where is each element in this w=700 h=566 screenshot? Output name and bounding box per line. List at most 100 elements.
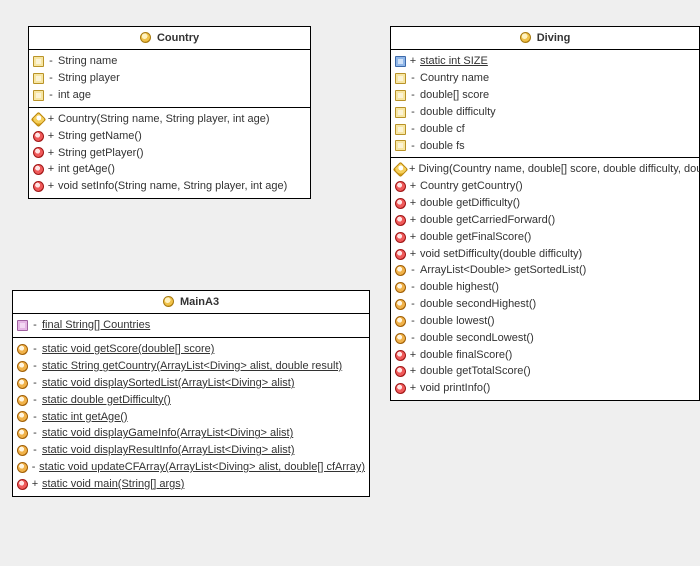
method-row: +Country(String name, String player, int… — [33, 111, 306, 128]
visibility: - — [31, 318, 39, 333]
signature: static double getDifficulty() — [42, 393, 171, 408]
signature: String name — [58, 54, 117, 69]
method-row: -static void displayResultInfo(ArrayList… — [17, 442, 365, 459]
visibility: + — [31, 477, 39, 492]
static-field-icon — [395, 56, 406, 67]
field-icon — [395, 90, 406, 101]
field-icon — [395, 140, 406, 151]
signature: void setDifficulty(double difficulty) — [420, 247, 582, 262]
visibility: - — [47, 71, 55, 86]
uml-class-title: MainA3 — [13, 291, 369, 314]
signature: static String getCountry(ArrayList<Divin… — [42, 359, 342, 374]
method-pub-icon — [395, 198, 406, 209]
signature: String getPlayer() — [58, 146, 144, 161]
method-row: -static void updateCFArray(ArrayList<Div… — [17, 459, 365, 476]
signature: void printInfo() — [420, 381, 490, 396]
visibility: + — [47, 112, 55, 127]
methods-section: +Country(String name, String player, int… — [29, 108, 310, 198]
signature: static void displaySortedList(ArrayList<… — [42, 376, 295, 391]
method-priv-icon — [17, 445, 28, 456]
visibility: + — [409, 162, 415, 177]
field-icon — [395, 73, 406, 84]
signature: final String[] Countries — [42, 318, 150, 333]
visibility: + — [47, 129, 55, 144]
method-row: -double secondHighest() — [395, 296, 695, 313]
method-row: +double getCarriedForward() — [395, 212, 695, 229]
uml-class-maina3: MainA3 -final String[] Countries -static… — [12, 290, 370, 497]
method-row: +Diving(Country name, double[] score, do… — [395, 161, 695, 178]
method-row: +String getPlayer() — [33, 145, 306, 162]
field-row: -final String[] Countries — [17, 317, 365, 334]
class-icon — [140, 32, 151, 43]
visibility: - — [31, 359, 39, 374]
signature: String getName() — [58, 129, 142, 144]
visibility: - — [31, 393, 39, 408]
visibility: - — [409, 263, 417, 278]
method-row: +Country getCountry() — [395, 178, 695, 195]
signature: double secondLowest() — [420, 331, 534, 346]
method-priv-icon — [17, 378, 28, 389]
visibility: + — [409, 381, 417, 396]
uml-class-title: Diving — [391, 27, 699, 50]
signature: static void updateCFArray(ArrayList<Divi… — [39, 460, 365, 475]
visibility: + — [47, 146, 55, 161]
signature: Country name — [420, 71, 489, 86]
method-row: +void setDifficulty(double difficulty) — [395, 246, 695, 263]
signature: Country(String name, String player, int … — [58, 112, 270, 127]
visibility: - — [31, 342, 39, 357]
visibility: - — [409, 297, 417, 312]
method-pub-icon — [395, 366, 406, 377]
uml-class-country: Country -String name-String player-int a… — [28, 26, 311, 199]
visibility: + — [409, 364, 417, 379]
method-pub-icon — [395, 383, 406, 394]
visibility: - — [409, 280, 417, 295]
method-priv-icon — [17, 428, 28, 439]
class-name: Country — [157, 32, 199, 44]
signature: static void displayGameInfo(ArrayList<Di… — [42, 426, 293, 441]
visibility: + — [409, 213, 417, 228]
visibility: - — [409, 88, 417, 103]
signature: double secondHighest() — [420, 297, 536, 312]
method-pub-icon — [395, 215, 406, 226]
method-priv-icon — [17, 395, 28, 406]
method-row: +double getDifficulty() — [395, 195, 695, 212]
method-row: -static int getAge() — [17, 409, 365, 426]
signature: double fs — [420, 139, 465, 154]
signature: int getAge() — [58, 162, 115, 177]
method-pub-icon — [33, 181, 44, 192]
method-row: +String getName() — [33, 128, 306, 145]
visibility: - — [47, 54, 55, 69]
method-row: -double highest() — [395, 279, 695, 296]
class-name: Diving — [537, 32, 571, 44]
signature: static void getScore(double[] score) — [42, 342, 214, 357]
method-row: -double secondLowest() — [395, 330, 695, 347]
visibility: - — [31, 376, 39, 391]
method-row: -static String getCountry(ArrayList<Divi… — [17, 358, 365, 375]
visibility: - — [409, 122, 417, 137]
visibility: - — [409, 105, 417, 120]
signature: void setInfo(String name, String player,… — [58, 179, 287, 194]
ctor-icon — [393, 162, 409, 178]
method-priv-icon — [395, 265, 406, 276]
method-row: +double getTotalScore() — [395, 363, 695, 380]
uml-class-title: Country — [29, 27, 310, 50]
signature: int age — [58, 88, 91, 103]
visibility: + — [47, 179, 55, 194]
field-row: -double fs — [395, 138, 695, 155]
signature: double highest() — [420, 280, 499, 295]
method-row: +double finalScore() — [395, 347, 695, 364]
visibility: - — [409, 71, 417, 86]
method-pub-icon — [395, 181, 406, 192]
fields-section: +static int SIZE-Country name-double[] s… — [391, 50, 699, 158]
visibility: + — [409, 54, 417, 69]
field-row: -double difficulty — [395, 104, 695, 121]
visibility: - — [31, 426, 39, 441]
signature: static int getAge() — [42, 410, 128, 425]
visibility: + — [409, 230, 417, 245]
visibility: + — [47, 162, 55, 177]
ctor-icon — [31, 111, 47, 127]
visibility: - — [47, 88, 55, 103]
field-icon — [33, 56, 44, 67]
signature: double difficulty — [420, 105, 496, 120]
method-pub-icon — [33, 147, 44, 158]
